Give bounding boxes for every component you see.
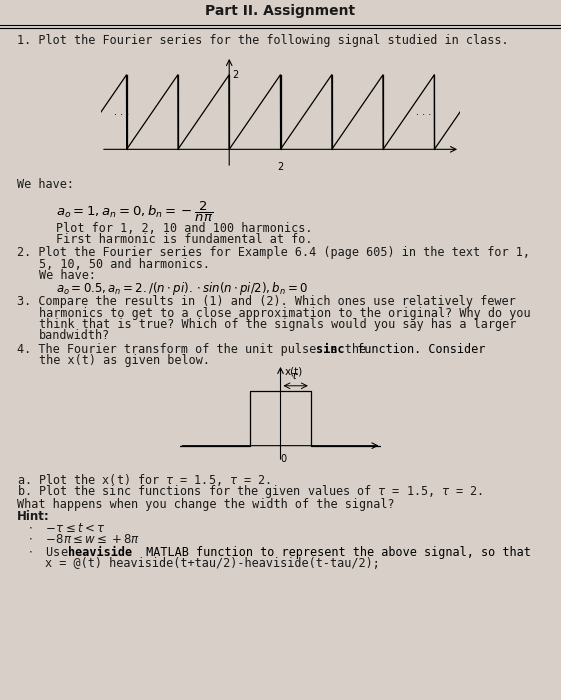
- Text: Plot for 1, 2, 10 and 100 harmonics.: Plot for 1, 2, 10 and 100 harmonics.: [56, 222, 312, 235]
- Text: 4. The Fourier transform of the unit pulse is the: 4. The Fourier transform of the unit pul…: [17, 343, 373, 356]
- Text: $\cdot$  $-8\pi \leq w \leq +8\pi$: $\cdot$ $-8\pi \leq w \leq +8\pi$: [28, 533, 140, 547]
- Text: $\cdot$  Use: $\cdot$ Use: [28, 546, 69, 559]
- Text: Hint:: Hint:: [17, 510, 49, 523]
- Text: We have:: We have:: [17, 178, 74, 192]
- Text: heaviside: heaviside: [68, 546, 132, 559]
- Text: 3. Compare the results in (1) and (2). Which ones use relatively fewer: 3. Compare the results in (1) and (2). W…: [17, 295, 516, 309]
- Text: $a_o = 0.5, a_n = 2./(n \cdot pi). \cdot sin(n \cdot pi/2), b_n = 0$: $a_o = 0.5, a_n = 2./(n \cdot pi). \cdot…: [56, 280, 308, 297]
- Text: b. Plot the sinc functions for the given values of $\tau$ = 1.5, $\tau$ = 2.: b. Plot the sinc functions for the given…: [17, 483, 483, 500]
- Text: 5, 10, 50 and harmonics.: 5, 10, 50 and harmonics.: [39, 258, 210, 271]
- Text: x(t): x(t): [284, 367, 303, 377]
- Text: 1. Plot the Fourier series for the following signal studied in class.: 1. Plot the Fourier series for the follo…: [17, 34, 508, 47]
- Text: harmonics to get to a close approximation to the original? Why do you: harmonics to get to a close approximatio…: [39, 307, 531, 320]
- Text: function. Consider: function. Consider: [350, 343, 485, 356]
- Text: MATLAB function to represent the above signal, so that: MATLAB function to represent the above s…: [139, 546, 531, 559]
- Text: 2: 2: [277, 162, 284, 172]
- Text: bandwidth?: bandwidth?: [39, 329, 111, 342]
- Text: x = @(t) heaviside(t+tau/2)-heaviside(t-tau/2);: x = @(t) heaviside(t+tau/2)-heaviside(t-…: [45, 557, 380, 570]
- Text: 2: 2: [232, 70, 238, 80]
- Text: $\tau$: $\tau$: [290, 372, 299, 382]
- Text: . . .: . . .: [114, 107, 129, 117]
- Text: . . .: . . .: [416, 107, 432, 117]
- Text: What happens when you change the width of the signal?: What happens when you change the width o…: [17, 498, 394, 512]
- Text: a. Plot the x(t) for $\tau$ = 1.5, $\tau$ = 2.: a. Plot the x(t) for $\tau$ = 1.5, $\tau…: [17, 472, 270, 488]
- Text: the x(t) as given below.: the x(t) as given below.: [39, 354, 210, 368]
- Text: sinc: sinc: [316, 343, 345, 356]
- Text: $a_o = 1, a_n = 0, b_n = -\dfrac{2}{n\pi}$: $a_o = 1, a_n = 0, b_n = -\dfrac{2}{n\pi…: [56, 199, 213, 223]
- Text: $\cdot$  $-\tau \leq t < \tau$: $\cdot$ $-\tau \leq t < \tau$: [28, 522, 105, 536]
- Text: 0: 0: [280, 454, 287, 464]
- Text: 2. Plot the Fourier series for Example 6.4 (page 605) in the text for 1,: 2. Plot the Fourier series for Example 6…: [17, 246, 530, 260]
- Text: First harmonic is fundamental at fo.: First harmonic is fundamental at fo.: [56, 233, 312, 246]
- Text: Part II. Assignment: Part II. Assignment: [205, 4, 356, 18]
- Text: We have:: We have:: [39, 269, 96, 282]
- Text: think that is true? Which of the signals would you say has a larger: think that is true? Which of the signals…: [39, 318, 517, 331]
